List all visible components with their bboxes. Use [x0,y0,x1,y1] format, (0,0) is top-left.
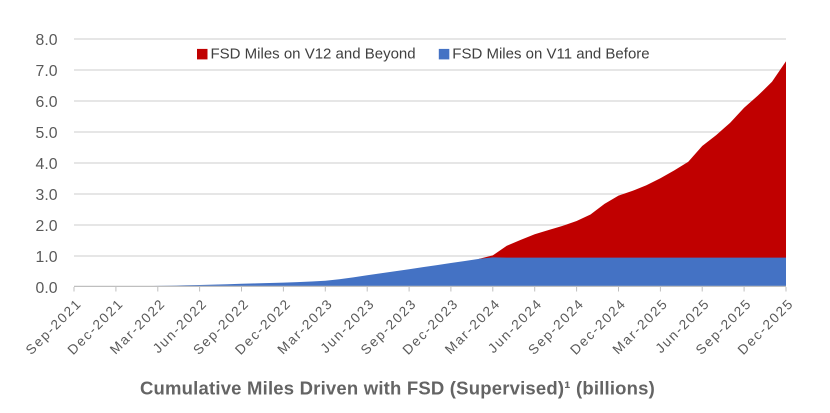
svg-text:7.0: 7.0 [36,63,58,80]
svg-text:FSD Miles on V12 and Beyond: FSD Miles on V12 and Beyond [211,46,416,63]
svg-text:4.0: 4.0 [36,156,58,173]
svg-text:0.0: 0.0 [36,280,58,297]
svg-text:5.0: 5.0 [36,125,58,142]
svg-text:1.0: 1.0 [36,249,58,266]
svg-text:FSD Miles on V11 and Before: FSD Miles on V11 and Before [452,46,649,63]
svg-text:3.0: 3.0 [36,187,58,204]
svg-text:8.0: 8.0 [36,32,58,49]
svg-text:Cumulative Miles Driven with F: Cumulative Miles Driven with FSD (Superv… [140,377,655,398]
svg-text:2.0: 2.0 [36,218,58,235]
svg-text:6.0: 6.0 [36,94,58,111]
